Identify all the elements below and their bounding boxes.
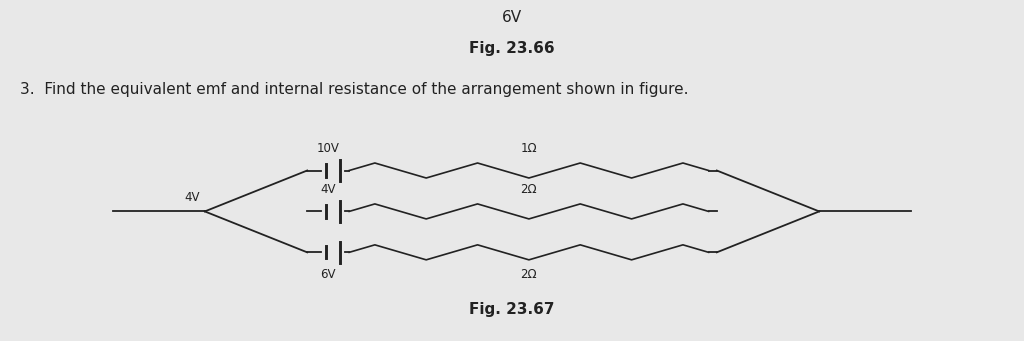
Text: 6V: 6V <box>502 10 522 25</box>
Text: Fig. 23.67: Fig. 23.67 <box>469 302 555 317</box>
Text: 2Ω: 2Ω <box>520 183 538 196</box>
Text: 4V: 4V <box>319 183 336 196</box>
Text: 4V: 4V <box>184 191 200 204</box>
Text: 2Ω: 2Ω <box>520 268 538 281</box>
Text: 1Ω: 1Ω <box>520 142 538 155</box>
Text: 3.  Find the equivalent emf and internal resistance of the arrangement shown in : 3. Find the equivalent emf and internal … <box>20 82 689 97</box>
Text: 6V: 6V <box>319 268 336 281</box>
Text: 10V: 10V <box>316 142 339 155</box>
Text: Fig. 23.66: Fig. 23.66 <box>469 41 555 56</box>
